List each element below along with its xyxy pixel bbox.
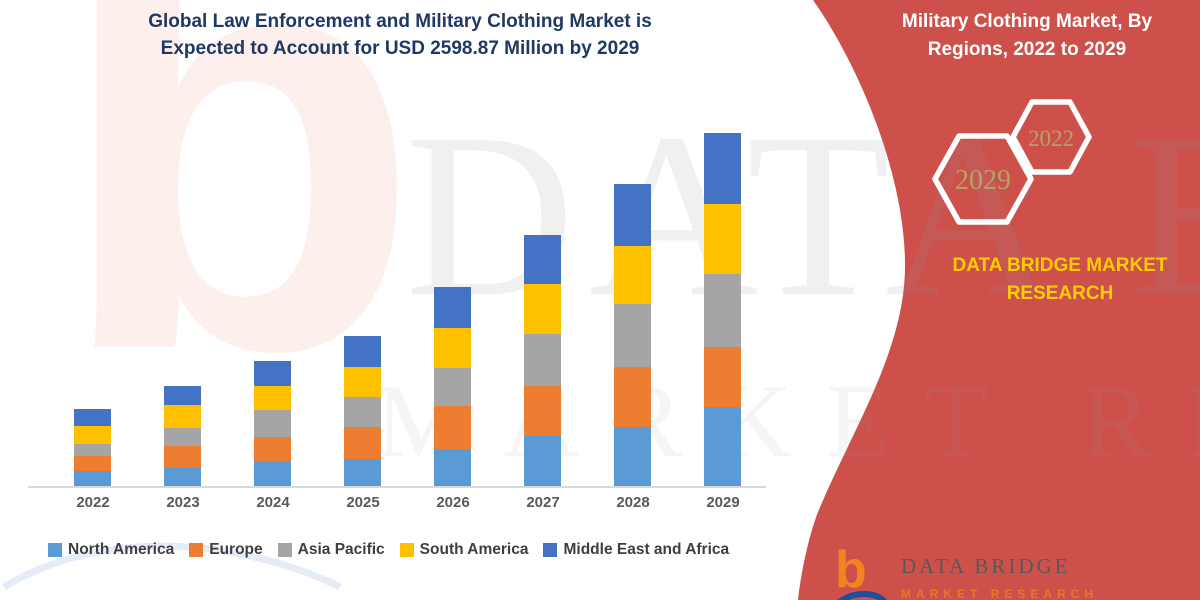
page-title-line1: Global Law Enforcement and Military Clot… bbox=[148, 11, 652, 32]
segment-north-america-2025 bbox=[344, 459, 381, 487]
x-axis-label-2022: 2022 bbox=[76, 494, 110, 511]
x-axis-label-2028: 2028 bbox=[616, 494, 650, 511]
legend-swatch-middle-east-and-africa bbox=[543, 543, 558, 557]
segment-europe-2026 bbox=[434, 406, 471, 449]
segment-middle-east-and-africa-2026 bbox=[434, 286, 471, 329]
legend-label-asia-pacific: Asia Pacific bbox=[297, 541, 385, 558]
segment-north-america-2024 bbox=[254, 461, 291, 487]
bar-2022 bbox=[74, 408, 111, 487]
x-axis-label-2025: 2025 bbox=[346, 494, 380, 511]
segment-europe-2029 bbox=[704, 346, 741, 408]
segment-asia-pacific-2025 bbox=[344, 396, 381, 427]
logo-swoosh-icon bbox=[837, 591, 887, 600]
legend-item-asia-pacific: Asia Pacific bbox=[277, 541, 385, 559]
segment-north-america-2028 bbox=[614, 426, 651, 487]
segment-north-america-2023 bbox=[164, 467, 201, 487]
segment-europe-2028 bbox=[614, 366, 651, 427]
footer-brand-text: DATA BRIDGE bbox=[901, 554, 1071, 578]
hexagon-2029-label: 2029 bbox=[955, 165, 1011, 196]
legend-label-south-america: South America bbox=[419, 541, 529, 558]
legend-swatch-south-america bbox=[399, 543, 414, 557]
legend-swatch-europe bbox=[189, 543, 204, 557]
segment-middle-east-and-africa-2027 bbox=[524, 234, 561, 285]
segment-north-america-2026 bbox=[434, 448, 471, 487]
side-panel-title: Military Clothing Market, By Regions, 20… bbox=[868, 8, 1186, 64]
stacked-bar-chart bbox=[0, 100, 800, 488]
side-panel-title-line1: Military Clothing Market, By bbox=[901, 11, 1153, 32]
footer-brand-subtext: MARKET RESEARCH bbox=[901, 587, 1099, 600]
bar-2023 bbox=[164, 386, 201, 487]
legend-label-middle-east-and-africa: Middle East and Africa bbox=[563, 541, 730, 558]
segment-asia-pacific-2024 bbox=[254, 409, 291, 438]
legend-label-europe: Europe bbox=[209, 541, 263, 558]
segment-europe-2025 bbox=[344, 426, 381, 460]
segment-south-america-2027 bbox=[524, 284, 561, 334]
segment-middle-east-and-africa-2024 bbox=[254, 361, 291, 386]
segment-middle-east-and-africa-2029 bbox=[704, 133, 741, 204]
segment-asia-pacific-2026 bbox=[434, 367, 471, 407]
bar-2025 bbox=[344, 336, 381, 487]
year-hexagons: 2029 2022 bbox=[932, 99, 1092, 225]
legend-item-south-america: South America bbox=[399, 541, 529, 559]
bar-2029 bbox=[704, 133, 741, 487]
hexagon-2022-label: 2022 bbox=[1028, 126, 1074, 151]
legend-item-middle-east-and-africa: Middle East and Africa bbox=[543, 541, 729, 559]
bar-2028 bbox=[614, 183, 651, 487]
x-axis-label-2023: 2023 bbox=[166, 494, 200, 511]
segment-middle-east-and-africa-2023 bbox=[164, 386, 201, 405]
segment-middle-east-and-africa-2028 bbox=[614, 183, 651, 247]
x-axis-label-2029: 2029 bbox=[706, 494, 740, 511]
segment-south-america-2029 bbox=[704, 203, 741, 274]
chart-legend: North America Europe Asia Pacific South Ame… bbox=[48, 541, 729, 559]
footer-logo: b DATA BRIDGE MARKET RESEARCH bbox=[835, 544, 1099, 600]
segment-asia-pacific-2029 bbox=[704, 273, 741, 347]
segment-north-america-2022 bbox=[74, 470, 111, 487]
bar-2027 bbox=[524, 234, 561, 487]
logo-b-glyph: b bbox=[835, 541, 867, 599]
segment-south-america-2028 bbox=[614, 246, 651, 305]
segment-europe-2022 bbox=[74, 455, 111, 471]
bar-2024 bbox=[254, 361, 291, 487]
page-title: Global Law Enforcement and Military Clot… bbox=[60, 8, 740, 62]
segment-asia-pacific-2027 bbox=[524, 333, 561, 386]
segment-asia-pacific-2028 bbox=[614, 304, 651, 367]
hexagon-2022 bbox=[1010, 99, 1092, 175]
segment-south-america-2023 bbox=[164, 404, 201, 429]
segment-asia-pacific-2022 bbox=[74, 443, 111, 456]
legend-swatch-asia-pacific bbox=[277, 543, 292, 557]
segment-europe-2023 bbox=[164, 445, 201, 468]
data-bridge-logo-icon: b bbox=[835, 544, 887, 600]
segment-asia-pacific-2023 bbox=[164, 428, 201, 446]
segment-north-america-2027 bbox=[524, 436, 561, 487]
brand-callout-line2: RESEARCH bbox=[1006, 283, 1114, 304]
legend-swatch-north-america bbox=[48, 543, 62, 557]
segment-south-america-2024 bbox=[254, 385, 291, 410]
legend-item-europe: Europe bbox=[189, 541, 263, 559]
x-axis-label-2026: 2026 bbox=[436, 494, 470, 511]
x-axis-label-2024: 2024 bbox=[256, 494, 290, 511]
segment-middle-east-and-africa-2022 bbox=[74, 408, 111, 427]
hexagon-2029 bbox=[932, 133, 1034, 225]
side-panel-title-line2: Regions, 2022 to 2029 bbox=[927, 39, 1127, 60]
x-axis-line bbox=[28, 486, 766, 488]
segment-south-america-2026 bbox=[434, 328, 471, 368]
segment-south-america-2025 bbox=[344, 366, 381, 397]
bar-2026 bbox=[434, 286, 471, 487]
brand-callout-line1: DATA BRIDGE MARKET bbox=[952, 255, 1168, 276]
x-axis-label-2027: 2027 bbox=[526, 494, 560, 511]
segment-europe-2024 bbox=[254, 437, 291, 462]
segment-europe-2027 bbox=[524, 385, 561, 437]
segment-south-america-2022 bbox=[74, 426, 111, 444]
legend-item-north-america: North America bbox=[48, 541, 174, 559]
segment-north-america-2029 bbox=[704, 407, 741, 487]
brand-callout: DATA BRIDGE MARKET RESEARCH bbox=[935, 252, 1185, 308]
page-title-line2: Expected to Account for USD 2598.87 Mill… bbox=[160, 38, 640, 59]
segment-middle-east-and-africa-2025 bbox=[344, 336, 381, 367]
legend-label-north-america: North America bbox=[68, 541, 175, 558]
